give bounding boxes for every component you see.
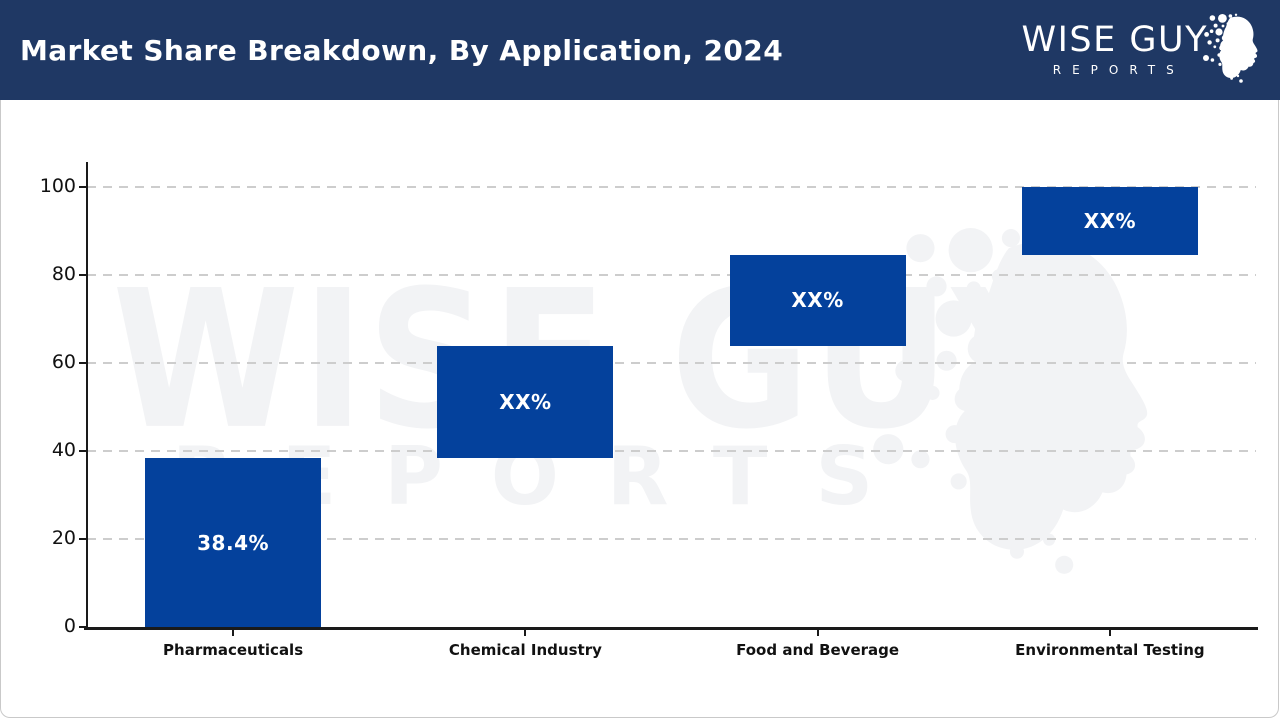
y-tick-mark xyxy=(79,450,86,453)
header-bar: Market Share Breakdown, By Application, … xyxy=(0,0,1280,100)
x-tick-mark xyxy=(524,629,527,636)
bar-segment: XX% xyxy=(1021,187,1198,256)
y-tick-mark xyxy=(79,186,86,189)
logo-subtitle: REPORTS xyxy=(1052,63,1185,77)
y-tick-label: 20 xyxy=(51,527,76,549)
grid-line xyxy=(87,274,1256,277)
x-axis-label: Pharmaceuticals xyxy=(163,641,304,659)
bar-value-label: XX% xyxy=(499,389,552,414)
y-tick-mark xyxy=(79,274,86,277)
chart-area: WISE GUY REPORTS 0 20 40 60 80 100 Pharmaceuti… xyxy=(0,100,1280,720)
logo-text: WISE GUY REPORTS xyxy=(1021,20,1208,78)
x-tick-mark xyxy=(232,629,235,636)
x-axis-label: Chemical Industry xyxy=(448,641,602,659)
x-tick-mark xyxy=(1108,629,1111,636)
x-tick-mark xyxy=(816,629,819,636)
page-title: Market Share Breakdown, By Application, … xyxy=(20,33,784,67)
y-tick-label: 100 xyxy=(39,175,76,198)
y-tick-label: 40 xyxy=(51,439,76,462)
bar-value-label: XX% xyxy=(1083,209,1137,234)
logo-wordmark: WISE GUY xyxy=(1021,20,1208,60)
grid-line xyxy=(87,538,1256,540)
logo-head-icon xyxy=(1203,13,1258,83)
x-axis-label: Environmental Testing xyxy=(1015,641,1205,659)
y-tick-mark xyxy=(79,538,86,540)
y-tick-label: 80 xyxy=(51,263,76,286)
grid-line xyxy=(87,186,1256,189)
y-tick-label: 0 xyxy=(63,615,76,637)
grid-line xyxy=(87,362,1256,365)
bar-value-label: 38.4% xyxy=(197,530,270,555)
x-axis-label: Food and Beverage xyxy=(736,641,900,659)
y-tick-mark xyxy=(79,362,86,365)
bar-segment: XX% xyxy=(729,255,906,346)
bar-value-label: XX% xyxy=(791,288,844,313)
x-axis xyxy=(84,627,1258,630)
wiseguy-logo: WISE GUY REPORTS xyxy=(1021,12,1266,88)
y-tick-label: 60 xyxy=(51,351,76,374)
y-tick-mark xyxy=(79,626,86,628)
bar-segment: XX% xyxy=(437,345,614,459)
y-axis xyxy=(86,162,88,630)
plot: 0 20 40 60 80 100 Pharmaceuticals Chemical Indu… xyxy=(0,100,1280,720)
bar-segment: 38.4% xyxy=(145,458,322,627)
grid-line xyxy=(87,450,1256,453)
